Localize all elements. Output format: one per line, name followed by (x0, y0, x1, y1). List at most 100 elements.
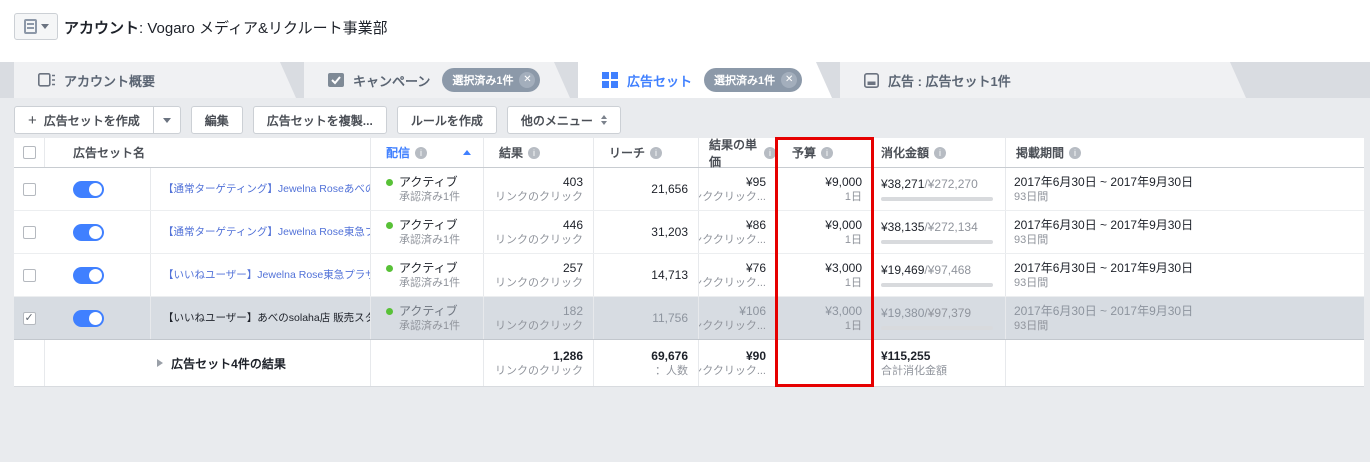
table-body: 【通常ターゲティング】Jewelna Roseあべのsol... アクティブ 承… (14, 168, 1364, 340)
approval-status: 承認済み1件 (399, 319, 461, 332)
tab-ads[interactable]: 広告 : 広告セット1件 (840, 62, 1246, 98)
row-toggle-cell (44, 254, 150, 296)
summary-reach-type: ：人数 (655, 364, 688, 377)
table-row[interactable]: 【いいねユーザー】あべのsolaha店 販売スタッフ アクティブ 承認済み1件 … (14, 297, 1364, 340)
header-delivery[interactable]: 配信 i (370, 138, 483, 167)
cost-type: リンククリック... (699, 276, 766, 289)
row-schedule-cell: 2017年6月30日 ~ 2017年9月30日 93日間 (1005, 254, 1364, 296)
tab-campaigns[interactable]: キャンペーン 選択済み1件 ✕ (304, 62, 570, 98)
account-switcher-button[interactable] (14, 13, 58, 40)
info-icon[interactable]: i (821, 146, 834, 159)
more-menu-button[interactable]: 他のメニュー (506, 106, 621, 134)
table-row[interactable]: 【いいねユーザー】Jewelna Rose東急プラザ表... アクティブ 承認済… (14, 254, 1364, 297)
row-name-cell: 【いいねユーザー】あべのsolaha店 販売スタッフ (150, 297, 370, 339)
summary-cost-type: リンククリック... (699, 364, 766, 377)
sort-asc-icon (463, 150, 471, 155)
spend-value: ¥38,271 (881, 177, 925, 191)
row-checkbox[interactable] (22, 182, 36, 196)
status-toggle[interactable] (73, 266, 104, 284)
ad-icon (864, 73, 879, 88)
header-budget[interactable]: 予算 i (776, 138, 872, 167)
select-all-checkbox[interactable] (22, 146, 36, 159)
adset-name-link[interactable]: 【通常ターゲティング】Jewelna Rose東急プラ... (163, 226, 370, 238)
row-delivery-cell: アクティブ 承認済み1件 (370, 168, 483, 210)
header-schedule[interactable]: 掲載期間 i (1005, 138, 1364, 167)
row-name-cell: 【通常ターゲティング】Jewelna Roseあべのsol... (150, 168, 370, 210)
delivery-status: アクティブ (399, 174, 458, 189)
duplicate-adset-button[interactable]: 広告セットを複製... (252, 106, 387, 134)
row-delivery-cell: アクティブ 承認済み1件 (370, 297, 483, 339)
info-icon[interactable]: i (650, 146, 663, 159)
row-toggle-cell (44, 211, 150, 253)
adset-name-link[interactable]: 【いいねユーザー】あべのsolaha店 販売スタッフ (163, 312, 370, 324)
selected-count-badge[interactable]: 選択済み1件 ✕ (704, 68, 802, 92)
account-name: : Vogaro メディア&リクルート事業部 (139, 20, 388, 37)
schedule-duration: 93日間 (1014, 276, 1049, 289)
chevron-down-icon (40, 24, 49, 29)
close-icon[interactable]: ✕ (781, 72, 797, 88)
create-adset-dropdown-button[interactable] (153, 106, 181, 134)
tab-ad-sets[interactable]: 広告セット 選択済み1件 ✕ (578, 62, 832, 98)
info-icon[interactable]: i (934, 146, 947, 159)
status-toggle[interactable] (73, 223, 104, 241)
status-toggle[interactable] (73, 309, 104, 327)
adset-name-link[interactable]: 【通常ターゲティング】Jewelna Roseあべのsol... (163, 183, 370, 195)
delivery-status: アクティブ (399, 217, 458, 232)
spend-progress-bar (881, 197, 993, 201)
reach-value: 14,713 (651, 267, 688, 282)
row-name-cell: 【通常ターゲティング】Jewelna Rose東急プラ... (150, 211, 370, 253)
schedule-duration: 93日間 (1014, 190, 1049, 203)
header-amount-spent[interactable]: 消化金額 i (872, 138, 1005, 167)
header-result[interactable]: 結果 i (483, 138, 593, 167)
result-value: 403 (562, 174, 583, 189)
header-adset-name[interactable]: 広告セット名 (44, 138, 370, 167)
row-toggle-cell (44, 168, 150, 210)
table-row[interactable]: 【通常ターゲティング】Jewelna Roseあべのsol... アクティブ 承… (14, 168, 1364, 211)
approval-status: 承認済み1件 (399, 276, 461, 289)
summary-checkbox-cell (14, 340, 44, 386)
table-row[interactable]: 【通常ターゲティング】Jewelna Rose東急プラ... アクティブ 承認済… (14, 211, 1364, 254)
status-toggle[interactable] (73, 180, 104, 198)
info-icon[interactable]: i (528, 146, 541, 159)
account-overview-icon (38, 73, 55, 87)
info-icon[interactable]: i (764, 146, 776, 159)
row-budget-cell: ¥3,000 1日 (776, 254, 872, 296)
info-icon[interactable]: i (415, 146, 428, 159)
summary-label: 広告セット4件の結果 (171, 356, 286, 371)
schedule-duration: 93日間 (1014, 319, 1049, 332)
result-value: 182 (562, 303, 583, 318)
spend-total: /¥97,379 (924, 306, 972, 320)
row-cost-cell: ¥95 リンククリック... (698, 168, 776, 210)
budget-value: ¥3,000 (825, 260, 862, 275)
row-checkbox-cell (14, 254, 44, 296)
budget-type: 1日 (844, 190, 862, 203)
row-name-cell: 【いいねユーザー】Jewelna Rose東急プラザ表... (150, 254, 370, 296)
campaign-check-icon (328, 73, 344, 87)
row-budget-cell: ¥9,000 1日 (776, 211, 872, 253)
summary-name-cell[interactable]: 広告セット4件の結果 (44, 340, 370, 386)
spend-value: ¥38,135 (881, 220, 925, 234)
close-icon[interactable]: ✕ (519, 72, 535, 88)
tab-account-overview[interactable]: アカウント概要 (14, 62, 296, 98)
row-checkbox[interactable] (22, 225, 36, 239)
row-schedule-cell: 2017年6月30日 ~ 2017年9月30日 93日間 (1005, 168, 1364, 210)
updown-arrows-icon (600, 115, 607, 125)
info-icon[interactable]: i (1069, 146, 1082, 159)
approval-status: 承認済み1件 (399, 190, 461, 203)
adset-name-link[interactable]: 【いいねユーザー】Jewelna Rose東急プラザ表... (163, 269, 370, 281)
edit-button[interactable]: 編集 (190, 106, 243, 134)
top-bar: アカウント: Vogaro メディア&リクルート事業部 (0, 0, 1370, 62)
create-adset-button[interactable]: + 広告セットを作成 (14, 106, 154, 134)
spend-total: /¥272,134 (924, 220, 978, 234)
row-checkbox[interactable] (22, 268, 36, 282)
result-value: 446 (562, 217, 583, 232)
create-rule-button[interactable]: ルールを作成 (396, 106, 497, 134)
header-reach[interactable]: リーチ i (593, 138, 698, 167)
header-cost-per-result[interactable]: 結果の単価 i (698, 138, 776, 169)
spend-progress-bar (881, 283, 993, 287)
row-reach-cell: 11,756 (593, 297, 698, 339)
row-checkbox[interactable] (22, 311, 36, 325)
selected-count-badge[interactable]: 選択済み1件 ✕ (442, 68, 540, 92)
cost-value: ¥95 (745, 174, 766, 189)
row-budget-cell: ¥3,000 1日 (776, 297, 872, 339)
